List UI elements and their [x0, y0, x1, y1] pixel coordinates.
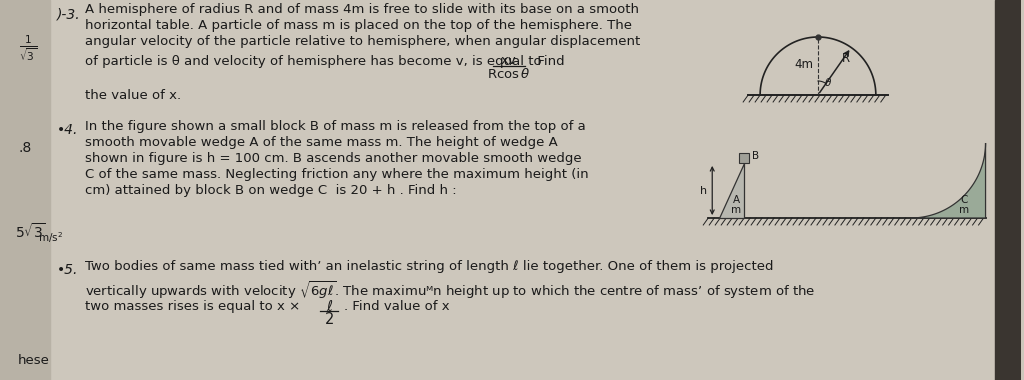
- Text: •5.: •5.: [57, 263, 78, 277]
- Text: hese: hese: [18, 353, 50, 366]
- Text: $5\sqrt{3}$: $5\sqrt{3}$: [15, 223, 46, 241]
- Bar: [739, 153, 750, 163]
- Text: C of the same mass. Neglecting friction any where the maximum height (in: C of the same mass. Neglecting friction …: [85, 168, 589, 181]
- Text: m: m: [731, 205, 741, 215]
- Text: xv: xv: [501, 54, 517, 67]
- Text: the value of x.: the value of x.: [85, 89, 181, 102]
- Text: 4m: 4m: [795, 59, 813, 71]
- Polygon shape: [910, 143, 985, 218]
- Text: . Find value of x: . Find value of x: [344, 300, 450, 313]
- Bar: [994, 0, 1022, 380]
- Text: .8: .8: [18, 141, 32, 155]
- Polygon shape: [719, 163, 744, 218]
- Text: $\theta$: $\theta$: [824, 76, 833, 88]
- Text: C: C: [959, 195, 968, 205]
- Text: ℓ: ℓ: [327, 299, 332, 314]
- Text: vertically upwards with velocity $\sqrt{6g\ell}$. The maximuᴹn height up to whic: vertically upwards with velocity $\sqrt{…: [85, 279, 815, 301]
- Text: . Find: . Find: [528, 55, 564, 68]
- Text: A: A: [732, 195, 739, 205]
- Text: In the figure shown a small block B of mass m is released from the top of a: In the figure shown a small block B of m…: [85, 120, 586, 133]
- Text: shown in figure is h = 100 cm. B ascends another movable smooth wedge: shown in figure is h = 100 cm. B ascends…: [85, 152, 582, 165]
- Bar: [0, 0, 50, 380]
- Text: )-3.: )-3.: [57, 7, 81, 21]
- Text: R$\cos\theta$: R$\cos\theta$: [487, 67, 530, 81]
- Text: cm) attained by block B on wedge C  is 20 + h . Find h :: cm) attained by block B on wedge C is 20…: [85, 184, 457, 197]
- Text: horizontal table. A particle of mass m is placed on the top of the hemisphere. T: horizontal table. A particle of mass m i…: [85, 19, 632, 32]
- Text: •4.: •4.: [57, 123, 78, 137]
- Text: $\mathrm{m/s^2}$: $\mathrm{m/s^2}$: [38, 231, 62, 245]
- Text: m: m: [958, 205, 969, 215]
- Text: angular velocity of the particle relative to hemisphere, when angular displaceme: angular velocity of the particle relativ…: [85, 35, 640, 48]
- Text: 2: 2: [325, 312, 334, 327]
- Text: B: B: [753, 151, 759, 161]
- Text: R: R: [842, 52, 850, 65]
- Text: A hemisphere of radius R and of mass 4m is free to slide with its base on a smoo: A hemisphere of radius R and of mass 4m …: [85, 3, 639, 16]
- Text: two masses rises is equal to x ×: two masses rises is equal to x ×: [85, 300, 300, 313]
- Text: h: h: [699, 185, 707, 195]
- Text: Two bodies of same mass tied withʼ an inelastic string of length ℓ lie together.: Two bodies of same mass tied withʼ an in…: [85, 260, 773, 273]
- Text: of particle is θ and velocity of hemisphere has become v, is equal to: of particle is θ and velocity of hemisph…: [85, 55, 546, 68]
- Text: $\frac{1}{\sqrt{3}}$: $\frac{1}{\sqrt{3}}$: [18, 33, 37, 63]
- Text: smooth movable wedge A of the same mass m. The height of wedge A: smooth movable wedge A of the same mass …: [85, 136, 557, 149]
